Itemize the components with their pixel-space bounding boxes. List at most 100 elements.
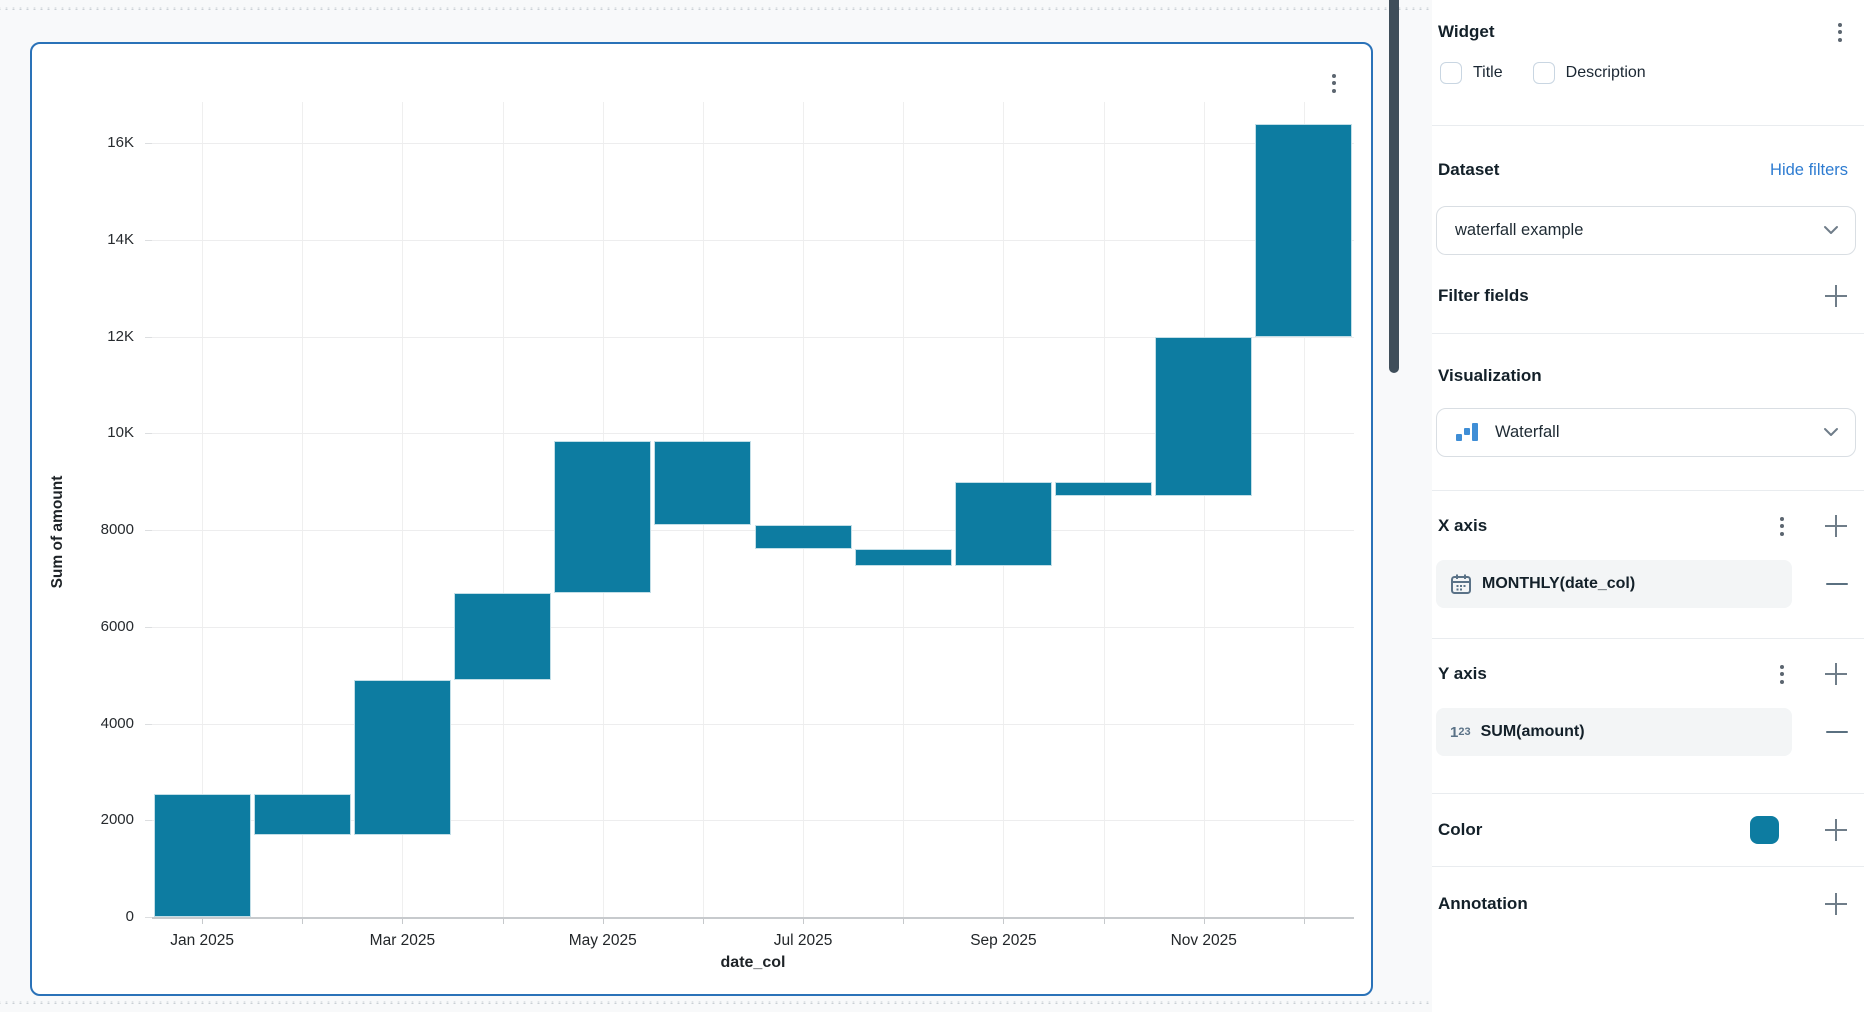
section-divider — [1432, 490, 1864, 491]
dataset-section-title: Dataset — [1438, 160, 1500, 179]
x-axis-field-chip[interactable]: MONTHLY(date_col) — [1436, 560, 1792, 608]
panel-scrollbar[interactable] — [1389, 0, 1399, 373]
x-tick — [702, 918, 704, 924]
y-gridline — [152, 917, 1354, 919]
y-axis-menu-icon[interactable] — [1774, 662, 1790, 686]
v-gridline — [1103, 102, 1105, 917]
v-gridline — [302, 102, 304, 917]
x-tick — [1003, 918, 1005, 924]
remove-y-axis-field-icon[interactable] — [1826, 730, 1848, 734]
section-divider — [1432, 866, 1864, 867]
x-tick — [803, 918, 805, 924]
waterfall-bar[interactable] — [554, 440, 652, 593]
v-gridline — [202, 102, 204, 917]
y-gridline — [152, 530, 1354, 532]
add-x-axis-field-icon[interactable] — [1824, 514, 1848, 538]
description-checkbox-label: Description — [1565, 64, 1646, 81]
x-tick — [1103, 918, 1105, 924]
chevron-down-icon — [1823, 221, 1839, 240]
waterfall-bar[interactable] — [854, 549, 952, 567]
y-axis-section-title: Y axis — [1438, 664, 1487, 683]
waterfall-bar[interactable] — [754, 525, 852, 550]
y-tick — [145, 530, 152, 532]
v-gridline — [1303, 102, 1305, 917]
widget-card: Sum of amount date_col Jan 2025 Mar 2025 M… — [30, 42, 1373, 996]
add-filter-field-icon[interactable] — [1824, 284, 1848, 308]
y-tick-label: 8000 — [100, 521, 134, 539]
y-gridline — [152, 433, 1354, 435]
y-tick — [145, 723, 152, 725]
y-tick — [145, 917, 152, 918]
y-tick-label: 14K — [107, 230, 134, 248]
waterfall-bar[interactable] — [954, 481, 1052, 567]
y-gridline — [152, 239, 1354, 241]
add-y-axis-field-icon[interactable] — [1824, 662, 1848, 686]
x-tick — [502, 918, 504, 924]
y-gridline — [152, 143, 1354, 145]
waterfall-bar[interactable] — [454, 592, 552, 680]
widget-card-menu-icon[interactable] — [1325, 70, 1343, 96]
v-gridline — [402, 102, 404, 917]
waterfall-bar[interactable] — [1155, 336, 1253, 497]
y-tick-label: 16K — [107, 134, 134, 152]
widget-section-title: Widget — [1438, 22, 1495, 41]
v-gridline — [1203, 102, 1205, 917]
y-tick — [145, 143, 152, 145]
x-axis-menu-icon[interactable] — [1774, 514, 1790, 538]
dataset-select[interactable]: waterfall example — [1436, 206, 1856, 255]
section-divider — [1432, 793, 1864, 794]
waterfall-bar[interactable] — [1255, 123, 1353, 337]
x-tick-label: May 2025 — [568, 932, 637, 949]
waterfall-bar[interactable] — [253, 793, 351, 835]
color-swatch[interactable] — [1750, 816, 1779, 844]
chevron-down-icon — [1823, 423, 1839, 442]
dataset-select-value: waterfall example — [1455, 221, 1584, 239]
title-checkbox[interactable] — [1440, 62, 1462, 84]
y-gridline — [152, 723, 1354, 725]
y-tick-label: 0 — [125, 908, 134, 925]
description-checkbox[interactable] — [1532, 62, 1555, 84]
y-tick — [145, 820, 152, 822]
x-tick-label: Jul 2025 — [773, 932, 833, 949]
y-tick-label: 2000 — [100, 811, 134, 829]
waterfall-bar[interactable] — [353, 679, 451, 835]
v-gridline — [803, 102, 805, 917]
section-divider — [1432, 333, 1864, 334]
y-tick-label: 4000 — [100, 714, 134, 732]
y-tick-label: 12K — [107, 327, 134, 345]
y-tick — [145, 433, 152, 435]
section-divider — [1432, 125, 1864, 126]
hide-filters-link[interactable]: Hide filters — [1770, 160, 1848, 179]
x-tick — [302, 918, 304, 924]
widget-menu-icon[interactable] — [1832, 20, 1848, 44]
y-gridline — [152, 820, 1354, 822]
x-tick — [202, 918, 204, 924]
waterfall-bar[interactable] — [1055, 481, 1153, 497]
x-tick-label: Jan 2025 — [170, 932, 234, 949]
waterfall-bar[interactable] — [654, 440, 752, 526]
y-axis-field-label: SUM(amount) — [1480, 723, 1585, 740]
grid-dots-top — [0, 7, 1432, 10]
add-annotation-icon[interactable] — [1824, 892, 1848, 916]
y-gridline — [152, 336, 1354, 338]
x-tick — [402, 918, 404, 924]
filter-fields-title: Filter fields — [1438, 286, 1529, 305]
y-tick — [145, 336, 152, 338]
visualization-select-value: Waterfall — [1495, 423, 1560, 441]
y-tick — [145, 239, 152, 241]
grid-dots-bottom — [0, 1001, 1432, 1004]
annotation-section-title: Annotation — [1438, 894, 1528, 913]
visualization-select[interactable]: Waterfall — [1436, 408, 1856, 457]
add-color-icon[interactable] — [1824, 818, 1848, 842]
title-checkbox-label: Title — [1473, 64, 1503, 81]
x-tick — [1303, 918, 1305, 924]
remove-x-axis-field-icon[interactable] — [1826, 582, 1848, 586]
x-tick — [602, 918, 604, 924]
y-gridline — [152, 626, 1354, 628]
y-tick-label: 10K — [107, 424, 134, 442]
waterfall-bar[interactable] — [153, 793, 251, 917]
dashboard-canvas: Sum of amount date_col Jan 2025 Mar 2025 M… — [0, 0, 1432, 1004]
x-tick-label: Nov 2025 — [1170, 932, 1237, 949]
